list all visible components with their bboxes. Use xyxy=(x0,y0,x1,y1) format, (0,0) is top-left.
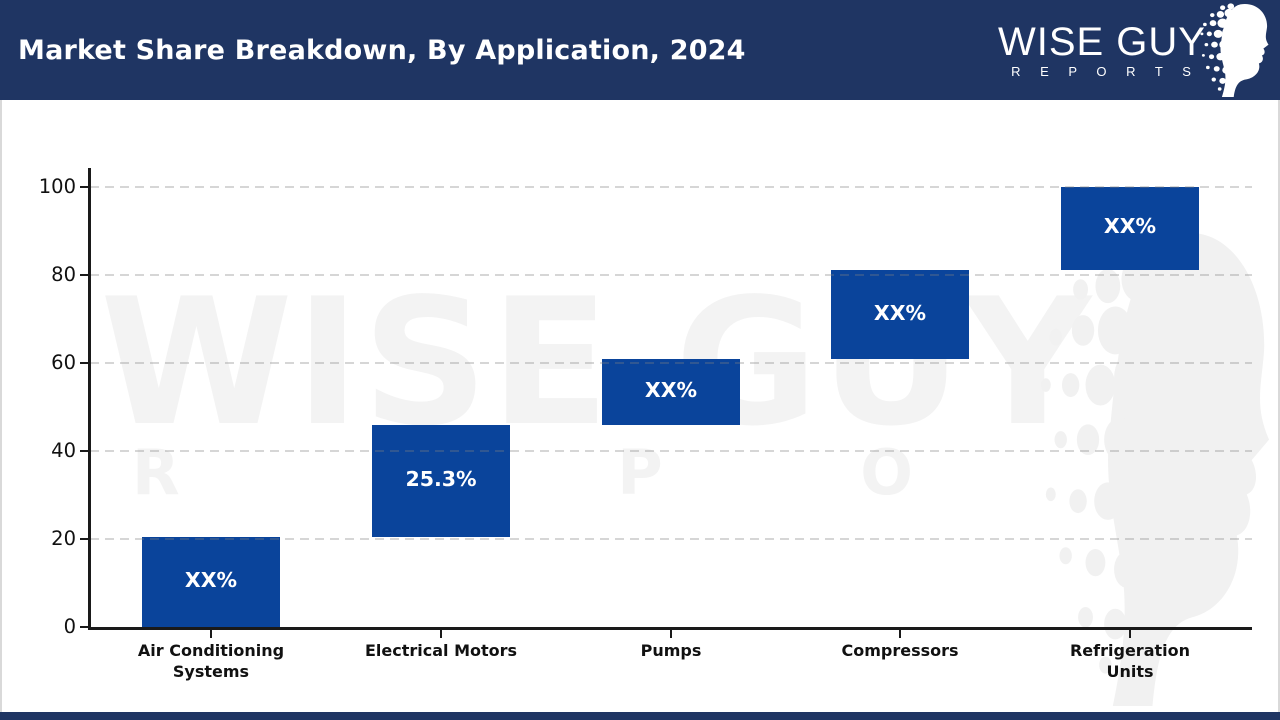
bar-value-label-electrical-motors: 25.3% xyxy=(405,467,477,492)
gridline-40 xyxy=(90,450,1252,452)
wiseguy-face-icon xyxy=(1200,3,1269,97)
y-tick-40 xyxy=(80,450,88,452)
y-tick-label-60: 60 xyxy=(51,351,76,374)
logo-text: WISE GUY R E P O R T S xyxy=(998,21,1206,79)
x-tick-electrical-motors xyxy=(440,630,442,638)
x-tick-pumps xyxy=(670,630,672,638)
x-tick-compressors xyxy=(899,630,901,638)
y-axis-line xyxy=(88,168,91,630)
footer-bar xyxy=(0,712,1280,720)
y-tick-label-20: 20 xyxy=(51,527,76,550)
bar-value-label-air-conditioning-systems: XX% xyxy=(184,567,238,592)
y-tick-0 xyxy=(80,626,88,628)
y-tick-label-0: 0 xyxy=(63,615,76,638)
category-label-air-conditioning-systems: Air Conditioning Systems xyxy=(137,641,285,681)
bar-electrical-motors xyxy=(372,425,510,537)
y-tick-label-40: 40 xyxy=(51,439,76,462)
category-label-compressors: Compressors xyxy=(841,641,959,660)
x-tick-air-conditioning-systems xyxy=(210,630,212,638)
bar-pumps xyxy=(602,359,740,426)
y-tick-20 xyxy=(80,538,88,540)
bar-value-label-refrigeration-units: XX% xyxy=(1103,214,1157,239)
gridline-100 xyxy=(90,186,1252,188)
gridline-60 xyxy=(90,362,1252,364)
bar-value-label-compressors: XX% xyxy=(873,300,927,325)
bar-air-conditioning-systems xyxy=(142,536,280,627)
bar-refrigeration-units xyxy=(1061,187,1199,270)
gridline-80 xyxy=(90,274,1252,276)
bar-value-label-pumps: XX% xyxy=(644,378,698,403)
y-tick-80 xyxy=(80,274,88,276)
category-label-pumps: Pumps xyxy=(640,641,702,660)
y-tick-100 xyxy=(80,186,88,188)
brand-logo: WISE GUY R E P O R T S xyxy=(998,3,1270,97)
logo-tagline: R E P O R T S xyxy=(1011,64,1199,79)
y-tick-label-80: 80 xyxy=(51,263,76,286)
category-label-electrical-motors: Electrical Motors xyxy=(364,641,518,660)
logo-wordmark: WISE GUY xyxy=(997,20,1206,64)
bar-compressors xyxy=(831,269,969,360)
y-tick-label-100: 100 xyxy=(38,175,76,198)
category-label-refrigeration-units: Refrigeration Units xyxy=(1069,641,1190,681)
x-axis-line xyxy=(88,627,1252,630)
x-tick-refrigeration-units xyxy=(1129,630,1131,638)
gridline-20 xyxy=(90,538,1252,540)
y-tick-60 xyxy=(80,362,88,364)
page-title: Market Share Breakdown, By Application, … xyxy=(18,34,746,66)
header: Market Share Breakdown, By Application, … xyxy=(0,0,1280,100)
